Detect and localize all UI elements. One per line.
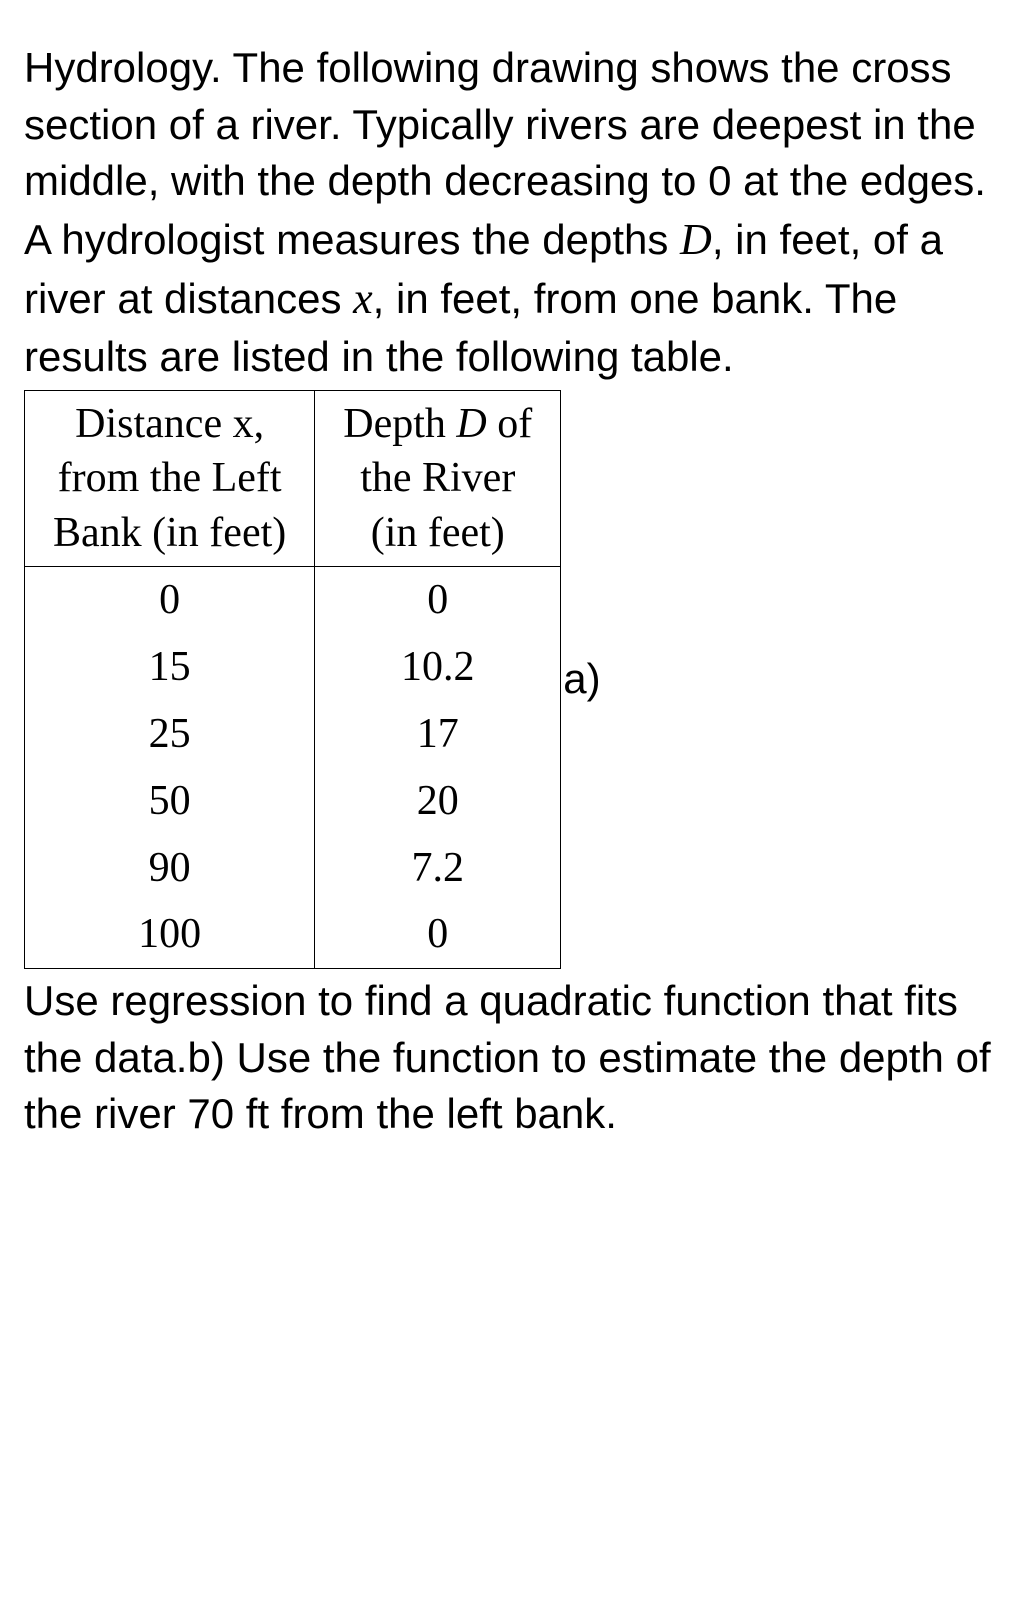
cell-x: 25 bbox=[25, 701, 315, 768]
table-row: 15 10.2 bbox=[25, 634, 561, 701]
header-depth: Depth D of the River (in feet) bbox=[315, 390, 561, 567]
table-row: 0 0 bbox=[25, 567, 561, 634]
header-col1-line1: Distance x, bbox=[75, 401, 264, 447]
cell-d: 0 bbox=[315, 567, 561, 634]
table-wrapper: Distance x, from the Left Bank (in feet)… bbox=[24, 390, 1000, 970]
header-col2-line2: the River bbox=[360, 455, 515, 501]
cell-d: 10.2 bbox=[315, 634, 561, 701]
cell-d: 0 bbox=[315, 901, 561, 968]
table-row: 50 20 bbox=[25, 768, 561, 835]
var-D: D bbox=[680, 215, 712, 264]
header-distance: Distance x, from the Left Bank (in feet) bbox=[25, 390, 315, 567]
cell-d: 20 bbox=[315, 768, 561, 835]
cell-x: 50 bbox=[25, 768, 315, 835]
cell-x: 90 bbox=[25, 835, 315, 902]
part-a-label: a) bbox=[563, 655, 600, 703]
var-x: x bbox=[353, 274, 373, 323]
header-col1-line2: from the Left bbox=[58, 455, 282, 501]
table-row: 90 7.2 bbox=[25, 835, 561, 902]
header-col2-line1-pre: Depth bbox=[343, 401, 456, 447]
cell-x: 0 bbox=[25, 567, 315, 634]
table-body: 0 0 15 10.2 25 17 50 20 90 7.2 bbox=[25, 567, 561, 969]
cell-d: 7.2 bbox=[315, 835, 561, 902]
cell-d: 17 bbox=[315, 701, 561, 768]
header-col2-line3: (in feet) bbox=[371, 510, 505, 556]
header-col2-line1-post: of bbox=[487, 401, 533, 447]
table-header-row: Distance x, from the Left Bank (in feet)… bbox=[25, 390, 561, 567]
data-table: Distance x, from the Left Bank (in feet)… bbox=[24, 390, 561, 970]
cell-x: 100 bbox=[25, 901, 315, 968]
table-row: 100 0 bbox=[25, 901, 561, 968]
outro-paragraph: Use regression to find a quadratic funct… bbox=[24, 973, 1000, 1143]
table-row: 25 17 bbox=[25, 701, 561, 768]
header-col1-line3: Bank (in feet) bbox=[53, 510, 286, 556]
intro-paragraph: Hydrology. The following drawing shows t… bbox=[24, 40, 1000, 386]
header-col2-var: D bbox=[456, 401, 486, 447]
problem-content: Hydrology. The following drawing shows t… bbox=[24, 40, 1000, 1143]
cell-x: 15 bbox=[25, 634, 315, 701]
